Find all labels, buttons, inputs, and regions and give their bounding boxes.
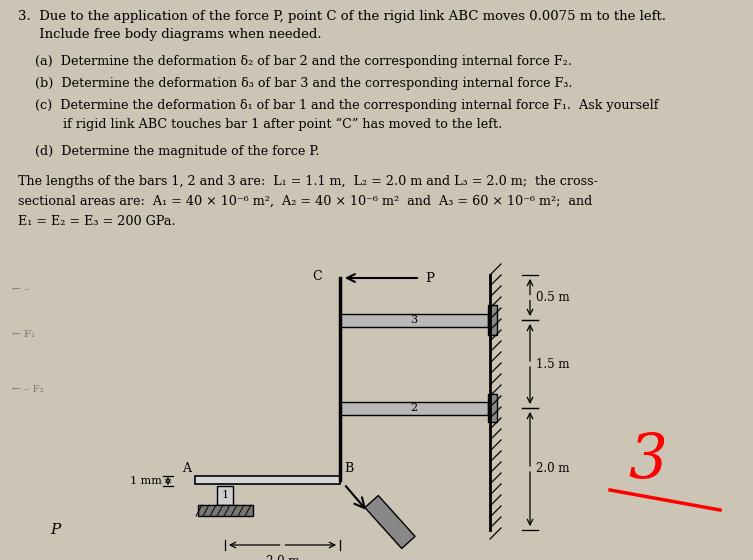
- Text: 2.0 m: 2.0 m: [266, 555, 299, 560]
- Text: 3.  Due to the application of the force P, point C of the rigid link ABC moves 0: 3. Due to the application of the force P…: [18, 10, 666, 23]
- Polygon shape: [365, 496, 415, 548]
- Text: B: B: [344, 462, 353, 475]
- Text: (c)  Determine the deformation δ₁ of bar 1 and the corresponding internal force : (c) Determine the deformation δ₁ of bar …: [35, 99, 659, 112]
- Text: E₁ = E₂ = E₃ = 200 GPa.: E₁ = E₂ = E₃ = 200 GPa.: [18, 215, 175, 228]
- Bar: [217, 486, 233, 505]
- Text: sectional areas are:  A₁ = 40 × 10⁻⁶ m²,  A₂ = 40 × 10⁻⁶ m²  and  A₃ = 60 × 10⁻⁶: sectional areas are: A₁ = 40 × 10⁻⁶ m², …: [18, 195, 593, 208]
- Text: 1: 1: [221, 491, 229, 501]
- Bar: [488, 305, 497, 335]
- Text: 0.5 m: 0.5 m: [536, 291, 569, 304]
- Text: Include free body diagrams when needed.: Include free body diagrams when needed.: [18, 28, 322, 41]
- Text: ← –: ← –: [12, 285, 29, 294]
- Text: 1 mm: 1 mm: [130, 476, 162, 486]
- Text: 2: 2: [410, 403, 418, 413]
- Text: (a)  Determine the deformation δ₂ of bar 2 and the corresponding internal force : (a) Determine the deformation δ₂ of bar …: [35, 55, 572, 68]
- Text: 1.5 m: 1.5 m: [536, 357, 569, 371]
- Text: P: P: [425, 272, 434, 284]
- Text: ← – F₂: ← – F₂: [12, 385, 44, 394]
- Text: 3: 3: [410, 315, 418, 325]
- Text: 2.0 m: 2.0 m: [536, 463, 569, 475]
- Bar: [488, 394, 497, 422]
- Text: C: C: [312, 269, 322, 282]
- Bar: [340, 402, 488, 415]
- Text: P: P: [50, 523, 60, 537]
- Bar: [195, 476, 340, 484]
- Bar: [198, 505, 253, 516]
- Bar: [340, 314, 488, 327]
- Text: 3: 3: [629, 430, 667, 490]
- Text: A: A: [182, 462, 191, 475]
- Text: (b)  Determine the deformation δ₃ of bar 3 and the corresponding internal force : (b) Determine the deformation δ₃ of bar …: [35, 77, 572, 90]
- Text: if rigid link ABC touches bar 1 after point “C” has moved to the left.: if rigid link ABC touches bar 1 after po…: [35, 118, 502, 131]
- Text: (d)  Determine the magnitude of the force P.: (d) Determine the magnitude of the force…: [35, 145, 319, 158]
- Text: The lengths of the bars 1, 2 and 3 are:  L₁ = 1.1 m,  L₂ = 2.0 m and L₃ = 2.0 m;: The lengths of the bars 1, 2 and 3 are: …: [18, 175, 598, 188]
- Text: ← F₁: ← F₁: [12, 330, 35, 339]
